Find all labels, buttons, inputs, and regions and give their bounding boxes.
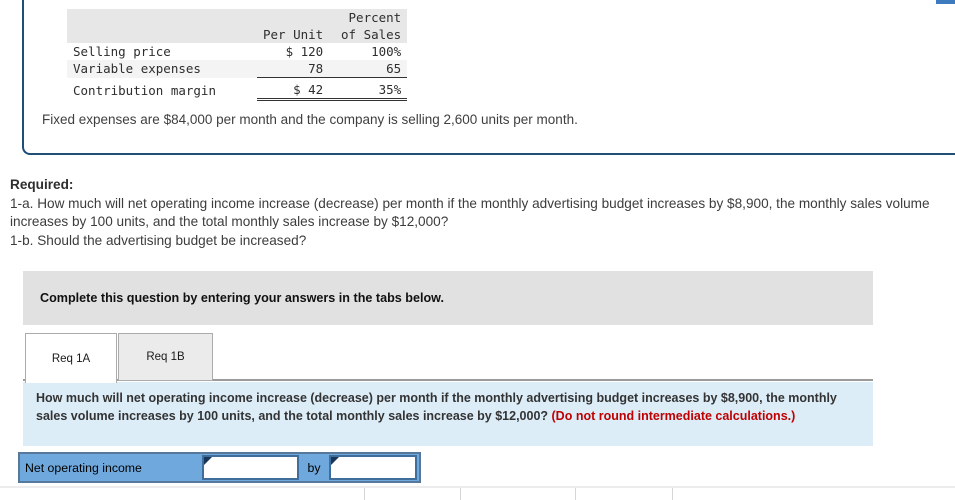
amount-input[interactable]: [329, 455, 417, 480]
requirement-tabbar: Req 1A Req 1B: [23, 333, 873, 383]
tab-label: Req 1A: [51, 352, 91, 365]
header-of-sales: of Sales: [329, 26, 408, 43]
next-table-cell-border: [672, 488, 673, 500]
table-header-row: Percent: [67, 9, 408, 26]
table-row: Selling price $ 120 100%: [67, 43, 407, 60]
next-table-cell-border: [364, 488, 365, 500]
requirement-1b-text: 1-b. Should the advertising budget be in…: [10, 232, 307, 248]
table-row: Variable expenses 78 65: [67, 60, 408, 78]
required-section: Required: 1-a. How much will net operati…: [10, 176, 955, 250]
row-per-unit: $ 42: [257, 77, 330, 101]
required-heading: Required:: [10, 177, 74, 192]
row-label: Variable expenses: [67, 60, 257, 78]
instruction-box: Complete this question by entering your …: [23, 271, 873, 325]
question-panel: How much will net operating income incre…: [23, 382, 873, 446]
tab-req-1a[interactable]: Req 1A: [25, 333, 117, 383]
answer-label: Net operating income: [25, 460, 142, 475]
tab-label: Req 1B: [146, 351, 185, 363]
row-percent: 65: [329, 60, 408, 78]
table-row: Contribution margin $ 42 35%: [67, 77, 408, 101]
fixed-expenses-note: Fixed expenses are $84,000 per month and…: [42, 112, 578, 127]
answer-row: Net operating income by: [18, 452, 421, 483]
instruction-text: Complete this question by entering your …: [40, 291, 444, 305]
tabbar-divider: [23, 379, 873, 381]
problem-card: Percent Per Unit of Sales Selling price …: [22, 0, 955, 155]
next-table-top-border: [0, 486, 955, 488]
next-table-cell-border: [460, 488, 461, 500]
row-percent: 35%: [329, 77, 408, 101]
connector-by: by: [307, 460, 321, 475]
header-per-unit: Per Unit: [257, 26, 330, 43]
tab-req-1b[interactable]: Req 1B: [118, 333, 213, 381]
header-percent: Percent: [329, 9, 408, 26]
unit-economics-table: Percent Per Unit of Sales Selling price …: [67, 9, 408, 101]
scrollbar-thumb-fragment[interactable]: [936, 0, 955, 4]
answer-input-1-wrap: [202, 455, 299, 480]
row-per-unit: 78: [257, 60, 330, 78]
row-label: Contribution margin: [73, 82, 216, 98]
question-text: How much will net operating income incre…: [36, 391, 837, 423]
question-note-red: (Do not round intermediate calculations.…: [551, 408, 796, 423]
net-operating-income-input[interactable]: [202, 455, 299, 480]
row-per-unit: $ 120: [285, 44, 324, 59]
row-label: Selling price: [73, 44, 171, 59]
row-percent: 100%: [371, 44, 402, 59]
requirement-1a-text: 1-a. How much will net operating income …: [10, 195, 930, 230]
table-header-row: Per Unit of Sales: [67, 26, 408, 43]
answer-input-2-wrap: [329, 455, 417, 480]
next-table-cell-border: [575, 488, 576, 500]
